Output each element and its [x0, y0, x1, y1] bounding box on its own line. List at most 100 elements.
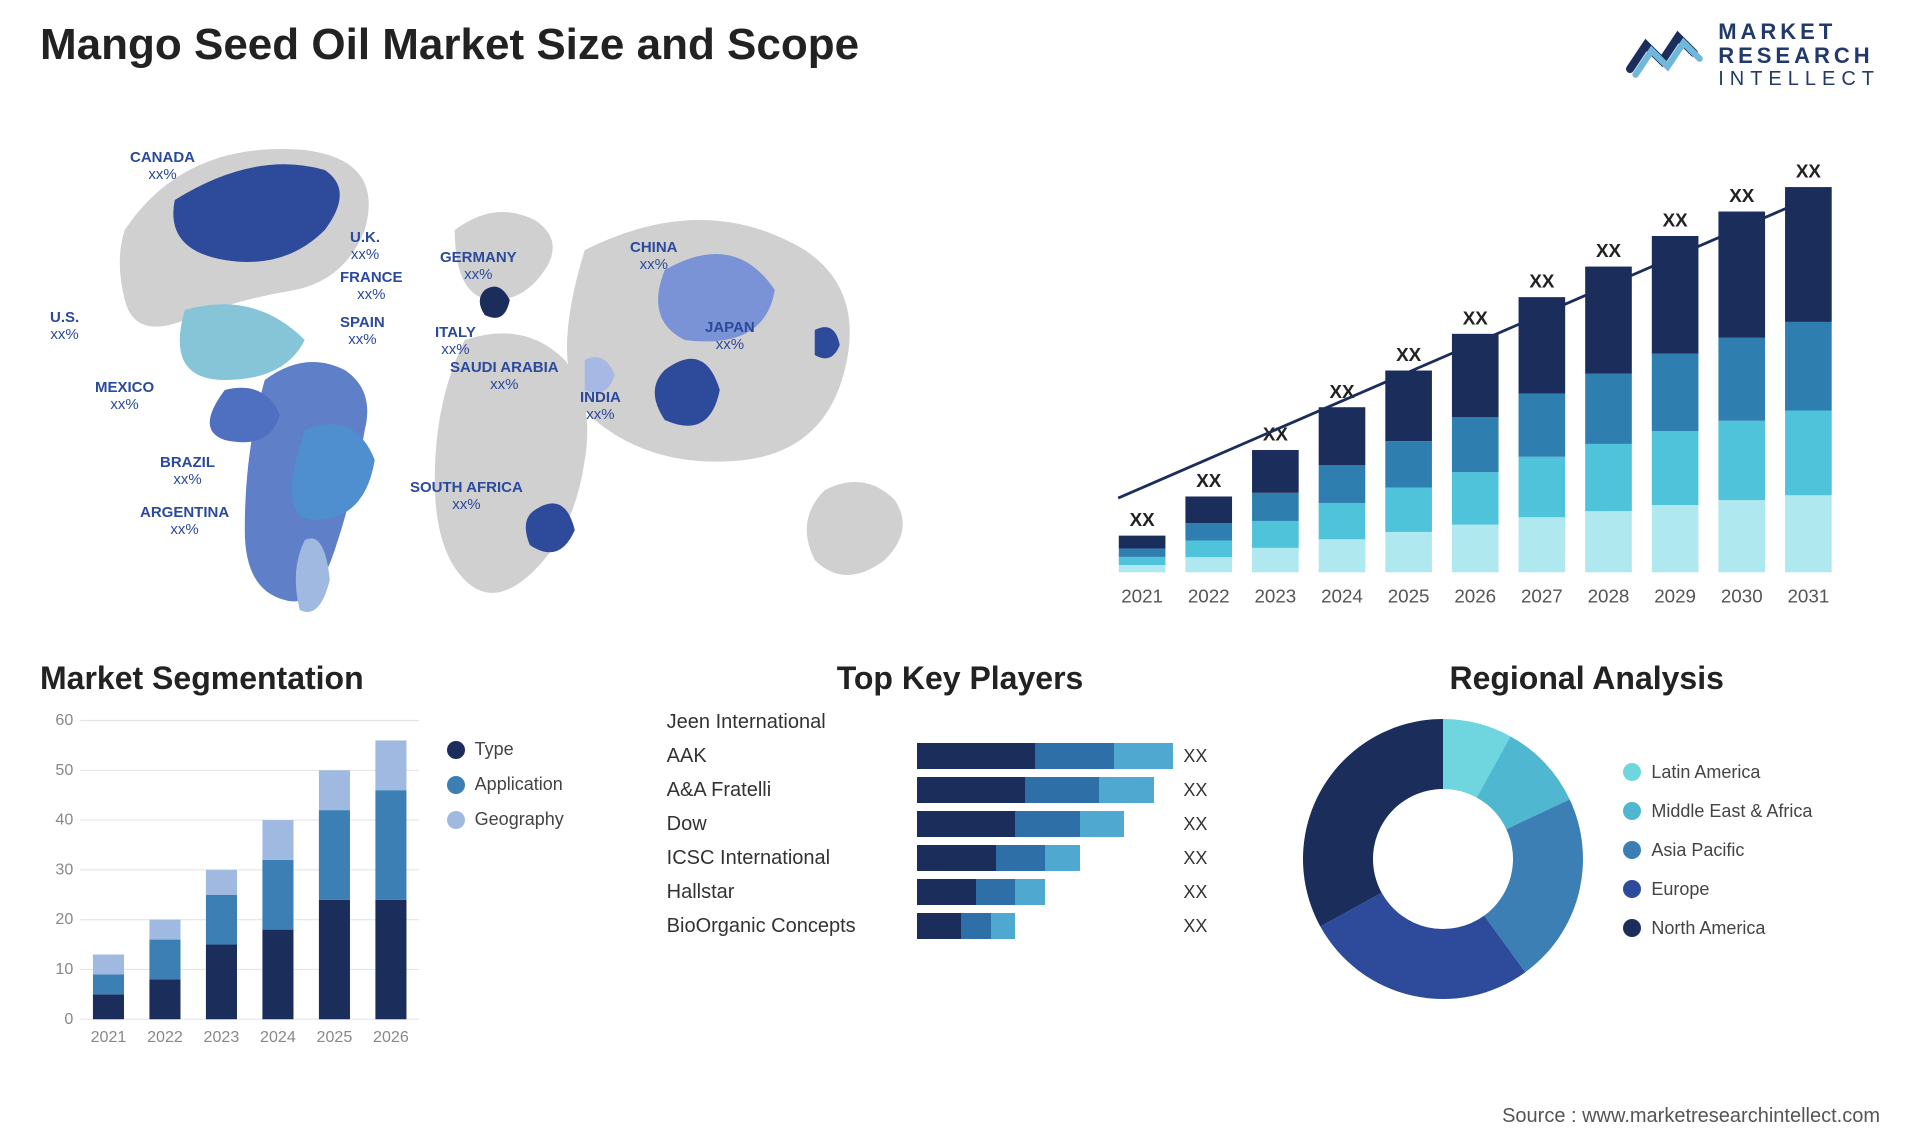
svg-text:XX: XX — [1462, 308, 1488, 329]
svg-text:2027: 2027 — [1520, 586, 1562, 607]
player-value: XX — [1183, 814, 1233, 835]
player-value: XX — [1183, 882, 1233, 903]
player-row: Jeen International — [667, 709, 1234, 735]
legend-item: Application — [447, 774, 627, 795]
svg-text:40: 40 — [55, 811, 73, 829]
player-value: XX — [1183, 746, 1233, 767]
svg-text:2029: 2029 — [1654, 586, 1696, 607]
player-row: ICSC International XX — [667, 845, 1234, 871]
player-bar — [917, 777, 1174, 803]
svg-text:60: 60 — [55, 711, 73, 729]
player-name: Hallstar — [667, 881, 907, 904]
player-name: Jeen International — [667, 711, 907, 734]
segmentation-panel: Market Segmentation 01020304050602021202… — [40, 660, 627, 1060]
map-country-label: CANADAxx% — [130, 150, 195, 183]
svg-text:2025: 2025 — [1387, 586, 1429, 607]
logo-line-2: RESEARCH — [1718, 44, 1880, 68]
player-row: Hallstar XX — [667, 879, 1234, 905]
player-row: Dow XX — [667, 811, 1234, 837]
segmentation-bar-chart: 0102030405060202120222023202420252026 — [40, 709, 431, 1054]
svg-text:20: 20 — [55, 911, 73, 929]
map-country-label: JAPANxx% — [705, 320, 755, 353]
legend-item: Europe — [1623, 879, 1880, 900]
player-name: A&A Fratelli — [667, 779, 907, 802]
player-name: AAK — [667, 745, 907, 768]
player-name: ICSC International — [667, 847, 907, 870]
legend-item: Asia Pacific — [1623, 840, 1880, 861]
player-row: AAK XX — [667, 743, 1234, 769]
svg-text:XX: XX — [1129, 510, 1155, 531]
players-title: Top Key Players — [667, 660, 1254, 697]
players-list: Jeen InternationalAAKXXA&A FratelliXXDow… — [667, 709, 1254, 939]
world-map-panel: CANADAxx% U.S.xx% MEXICOxx% BRAZILxx% ARGENT… — [40, 110, 1030, 630]
svg-text:XX: XX — [1795, 161, 1821, 182]
map-country-label: SPAINxx% — [340, 315, 385, 348]
bottom-row: Market Segmentation 01020304050602021202… — [40, 660, 1880, 1060]
map-country-label: U.K.xx% — [350, 230, 380, 263]
player-value: XX — [1183, 780, 1233, 801]
svg-text:2022: 2022 — [1187, 586, 1229, 607]
map-country-label: U.S.xx% — [50, 310, 79, 343]
svg-text:2025: 2025 — [317, 1029, 353, 1047]
segmentation-title: Market Segmentation — [40, 660, 627, 697]
map-country-label: GERMANYxx% — [440, 250, 517, 283]
svg-text:2022: 2022 — [147, 1029, 183, 1047]
logo-line-1: MARKET — [1718, 20, 1880, 44]
regional-panel: Regional Analysis Latin America Middle Ea… — [1293, 660, 1880, 1060]
growth-chart-panel: XXXXXXXXXXXXXXXXXXXXXX 20212022202320242… — [1070, 110, 1880, 630]
svg-text:2028: 2028 — [1587, 586, 1629, 607]
logo-line-3: INTELLECT — [1718, 68, 1880, 90]
legend-item: Middle East & Africa — [1623, 801, 1880, 822]
player-bar — [917, 879, 1174, 905]
svg-text:XX: XX — [1196, 470, 1222, 491]
map-country-label: MEXICOxx% — [95, 380, 154, 413]
svg-text:2031: 2031 — [1787, 586, 1829, 607]
legend-item: Latin America — [1623, 762, 1880, 783]
player-bar — [917, 709, 1174, 735]
legend-item: Type — [447, 739, 627, 760]
svg-text:2021: 2021 — [91, 1029, 127, 1047]
regional-legend: Latin America Middle East & Africa Asia Pa… — [1623, 762, 1880, 957]
map-country-label: ITALYxx% — [435, 325, 476, 358]
svg-text:XX: XX — [1529, 271, 1555, 292]
svg-text:0: 0 — [64, 1010, 73, 1028]
header: Mango Seed Oil Market Size and Scope MAR… — [40, 20, 1880, 90]
player-value: XX — [1183, 916, 1233, 937]
svg-text:50: 50 — [55, 761, 73, 779]
map-country-label: BRAZILxx% — [160, 455, 215, 488]
player-name: BioOrganic Concepts — [667, 915, 907, 938]
svg-text:2026: 2026 — [1454, 586, 1496, 607]
map-country-label: FRANCExx% — [340, 270, 403, 303]
map-country-label: SAUDI ARABIAxx% — [450, 360, 559, 393]
logo-mark-icon — [1626, 23, 1706, 88]
legend-item: Geography — [447, 809, 627, 830]
svg-text:2021: 2021 — [1121, 586, 1163, 607]
top-row: CANADAxx% U.S.xx% MEXICOxx% BRAZILxx% ARGENT… — [40, 110, 1880, 630]
map-country-label: SOUTH AFRICAxx% — [410, 480, 523, 513]
segmentation-legend: Type Application Geography — [447, 709, 627, 1054]
player-bar — [917, 845, 1174, 871]
player-bar — [917, 743, 1174, 769]
svg-text:10: 10 — [55, 960, 73, 978]
svg-text:XX: XX — [1329, 381, 1355, 402]
legend-item: North America — [1623, 918, 1880, 939]
growth-bar-chart: XXXXXXXXXXXXXXXXXXXXXX 20212022202320242… — [1090, 120, 1860, 630]
svg-text:2023: 2023 — [204, 1029, 240, 1047]
players-panel: Top Key Players Jeen InternationalAAKXXA… — [667, 660, 1254, 1060]
svg-text:2023: 2023 — [1254, 586, 1296, 607]
map-country-label: ARGENTINAxx% — [140, 505, 229, 538]
page-title: Mango Seed Oil Market Size and Scope — [40, 20, 859, 70]
player-name: Dow — [667, 813, 907, 836]
regional-title: Regional Analysis — [1293, 660, 1880, 697]
brand-logo: MARKET RESEARCH INTELLECT — [1626, 20, 1880, 90]
svg-text:2026: 2026 — [373, 1029, 409, 1047]
map-country-label: INDIAxx% — [580, 390, 621, 423]
svg-text:XX: XX — [1729, 186, 1755, 207]
svg-text:XX: XX — [1662, 210, 1688, 231]
player-bar — [917, 913, 1174, 939]
map-country-label: CHINAxx% — [630, 240, 678, 273]
logo-text: MARKET RESEARCH INTELLECT — [1718, 20, 1880, 90]
player-row: A&A Fratelli XX — [667, 777, 1234, 803]
player-value: XX — [1183, 848, 1233, 869]
svg-text:2030: 2030 — [1720, 586, 1762, 607]
